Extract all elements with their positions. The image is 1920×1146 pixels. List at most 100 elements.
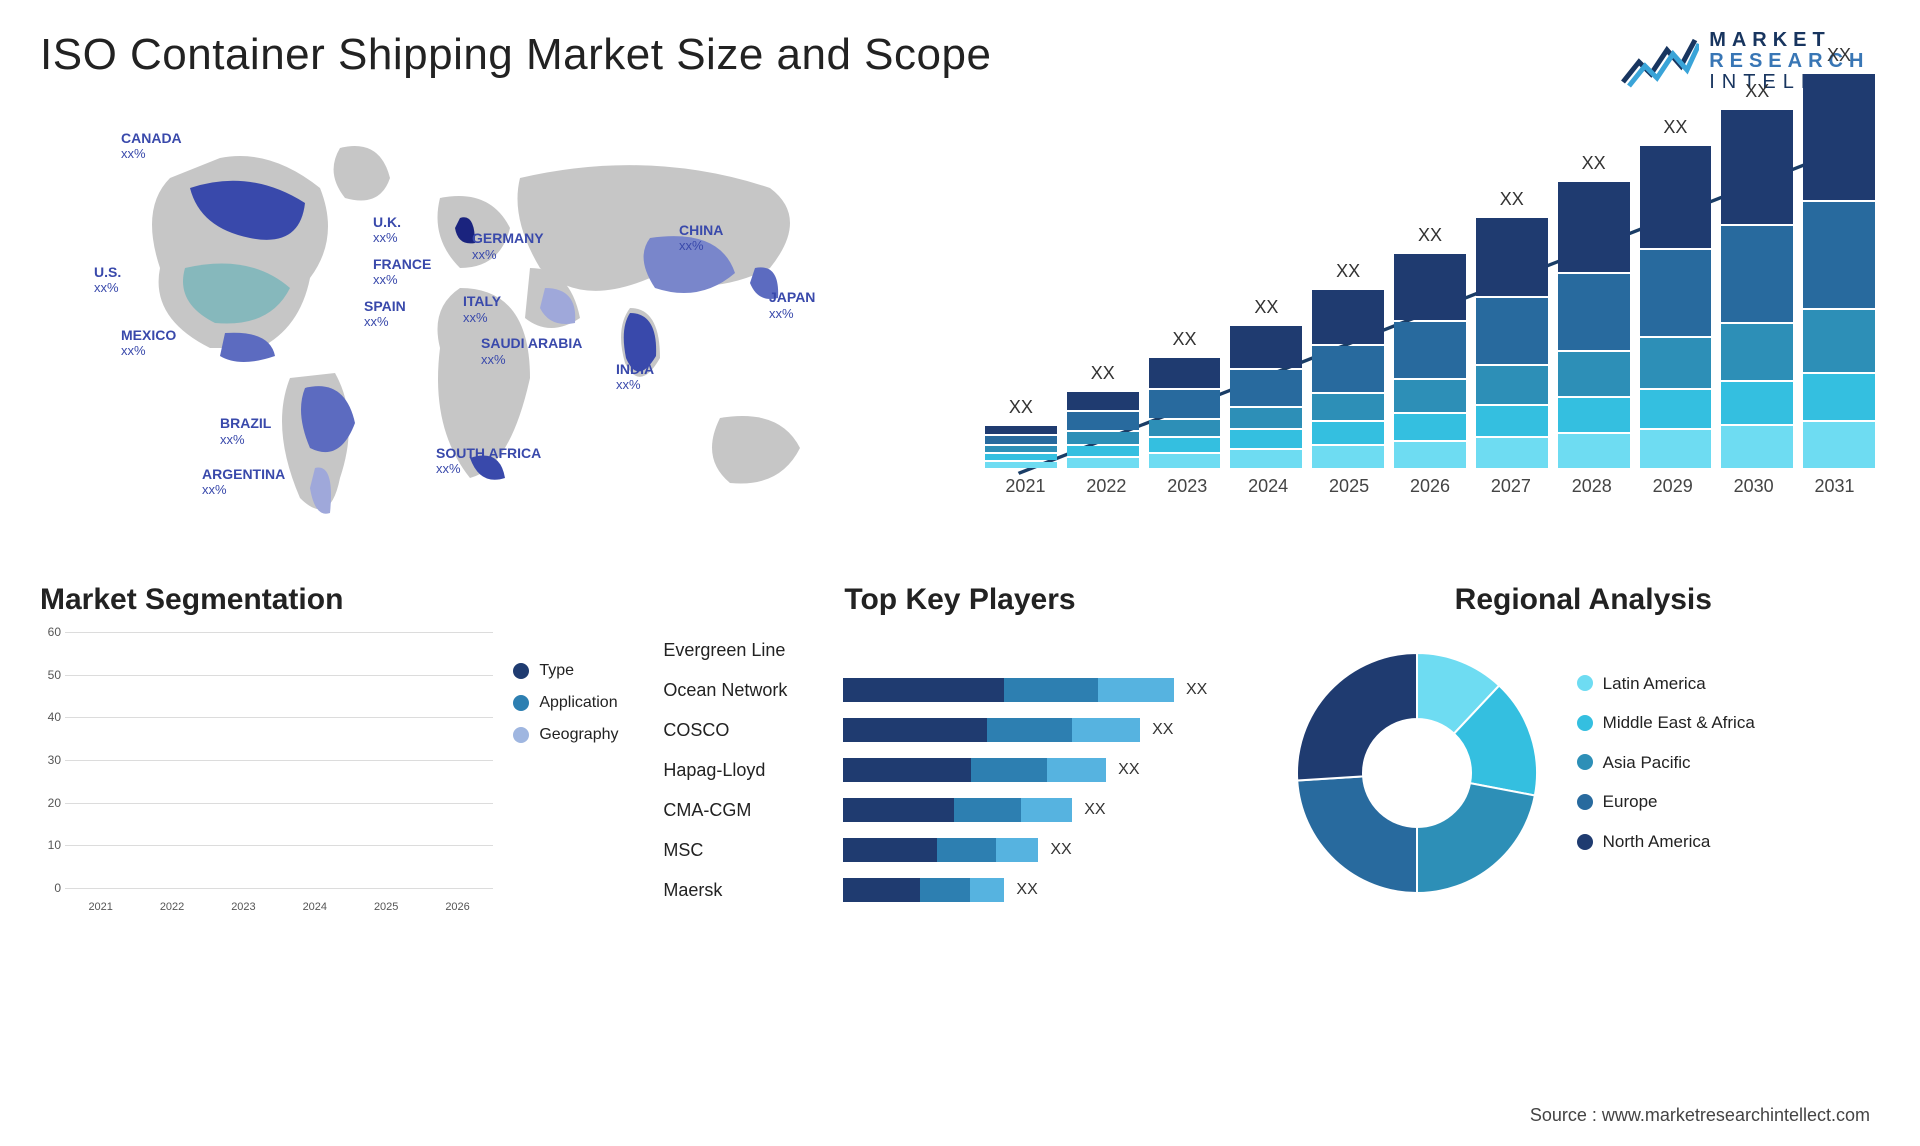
player-row: CMA-CGMXX — [663, 792, 1256, 828]
regional-donut — [1287, 643, 1547, 903]
player-name: Evergreen Line — [663, 640, 843, 661]
player-bar-segment — [996, 838, 1038, 862]
player-bar-segment — [920, 878, 971, 902]
seg-x-label: 2023 — [231, 901, 255, 913]
bar-segment — [1476, 406, 1548, 436]
main-bar-col: XX — [1312, 261, 1384, 468]
bar-segment — [1312, 446, 1384, 468]
seg-x-label: 2025 — [374, 901, 398, 913]
seg-x-label: 2024 — [303, 901, 327, 913]
main-bar-group: XXXXXXXXXXXXXXXXXXXXXX — [980, 138, 1880, 468]
map-country-pct: xx% — [94, 280, 119, 295]
legend-label: Middle East & Africa — [1603, 713, 1755, 733]
player-bar-wrap: XX — [843, 878, 1256, 902]
bar-segment — [1721, 324, 1793, 380]
bar-segment — [1149, 390, 1221, 418]
map-country-name: U.S. — [94, 264, 121, 280]
legend-dot — [1577, 794, 1593, 810]
map-country-label: SPAIN xx% — [364, 299, 406, 330]
map-country-name: SPAIN — [364, 298, 406, 314]
player-bar — [843, 798, 1072, 822]
map-country-pct: xx% — [364, 314, 389, 329]
seg-gridline — [65, 888, 493, 889]
player-value-label: XX — [1016, 881, 1037, 899]
map-country-label: FRANCE xx% — [373, 257, 431, 288]
bar-segment — [1640, 338, 1712, 388]
bar-segment — [1149, 454, 1221, 468]
map-country-pct: xx% — [472, 247, 497, 262]
donut-slice — [1417, 783, 1535, 893]
logo-icon — [1619, 32, 1699, 92]
legend-label: Application — [539, 694, 617, 712]
player-bar-segment — [1098, 678, 1174, 702]
bar-stack — [1640, 144, 1712, 468]
player-bar-wrap: XX — [843, 838, 1256, 862]
main-bar-col: XX — [1394, 225, 1466, 468]
legend-dot — [1577, 754, 1593, 770]
player-bar-wrap: XX — [843, 798, 1256, 822]
bar-segment — [1721, 226, 1793, 322]
regional-area: Latin America Middle East & Africa Asia … — [1287, 632, 1880, 913]
bar-segment — [985, 462, 1057, 468]
seg-x-label: 2022 — [160, 901, 184, 913]
segmentation-legend: Type Application Geography — [493, 632, 633, 913]
legend-dot — [1577, 834, 1593, 850]
player-name: Maersk — [663, 880, 843, 901]
player-value-label: XX — [1118, 761, 1139, 779]
players-title: Top Key Players — [663, 583, 1256, 617]
main-bar-col: XX — [1721, 81, 1793, 468]
main-xaxis: 2021202220232024202520262027202820292030… — [980, 468, 1880, 497]
map-country-name: ARGENTINA — [202, 466, 285, 482]
map-country-pct: xx% — [436, 461, 461, 476]
legend-label: Type — [539, 662, 574, 680]
legend-dot — [513, 695, 529, 711]
segmentation-area: 202120222023202420252026 0102030405060 T… — [40, 632, 633, 913]
bar-segment — [1640, 146, 1712, 248]
header: ISO Container Shipping Market Size and S… — [40, 30, 1880, 93]
bar-segment — [985, 454, 1057, 460]
legend-item: North America — [1577, 832, 1880, 852]
player-bar — [843, 878, 1004, 902]
bar-stack — [1312, 288, 1384, 468]
player-bar-segment — [843, 718, 987, 742]
seg-x-label: 2021 — [88, 901, 112, 913]
legend-item: Geography — [513, 726, 633, 744]
bar-value-label: XX — [1827, 45, 1851, 66]
bar-segment — [1558, 352, 1630, 396]
player-bar-segment — [1021, 798, 1072, 822]
bar-x-label: 2027 — [1470, 476, 1551, 497]
bar-segment — [1230, 408, 1302, 428]
player-bar-segment — [1004, 678, 1097, 702]
map-country-pct: xx% — [481, 352, 506, 367]
legend-item: Latin America — [1577, 674, 1880, 694]
player-bar-segment — [937, 838, 996, 862]
map-country-name: CHINA — [679, 222, 723, 238]
map-country-label: INDIA xx% — [616, 362, 654, 393]
bar-segment — [1640, 390, 1712, 428]
map-country-pct: xx% — [769, 306, 794, 321]
bar-segment — [1721, 382, 1793, 424]
legend-dot — [513, 663, 529, 679]
player-row: Ocean NetworkXX — [663, 672, 1256, 708]
donut-slice — [1297, 776, 1417, 893]
bar-segment — [1721, 110, 1793, 224]
bar-value-label: XX — [1336, 261, 1360, 282]
legend-item: Asia Pacific — [1577, 753, 1880, 773]
legend-label: Latin America — [1603, 674, 1706, 694]
seg-gridline — [65, 717, 493, 718]
bar-segment — [1149, 420, 1221, 436]
main-bar-col: XX — [1640, 117, 1712, 468]
player-bar-wrap: XX — [843, 758, 1256, 782]
player-bar — [843, 678, 1174, 702]
bar-stack — [1067, 390, 1139, 468]
legend-item: Type — [513, 662, 633, 680]
map-country-name: ITALY — [463, 293, 501, 309]
bar-x-label: 2031 — [1794, 476, 1875, 497]
bar-segment — [1721, 426, 1793, 468]
bar-value-label: XX — [1500, 189, 1524, 210]
player-value-label: XX — [1050, 841, 1071, 859]
map-country-pct: xx% — [373, 230, 398, 245]
player-name: Ocean Network — [663, 680, 843, 701]
map-country-pct: xx% — [202, 482, 227, 497]
map-country-name: SOUTH AFRICA — [436, 445, 541, 461]
